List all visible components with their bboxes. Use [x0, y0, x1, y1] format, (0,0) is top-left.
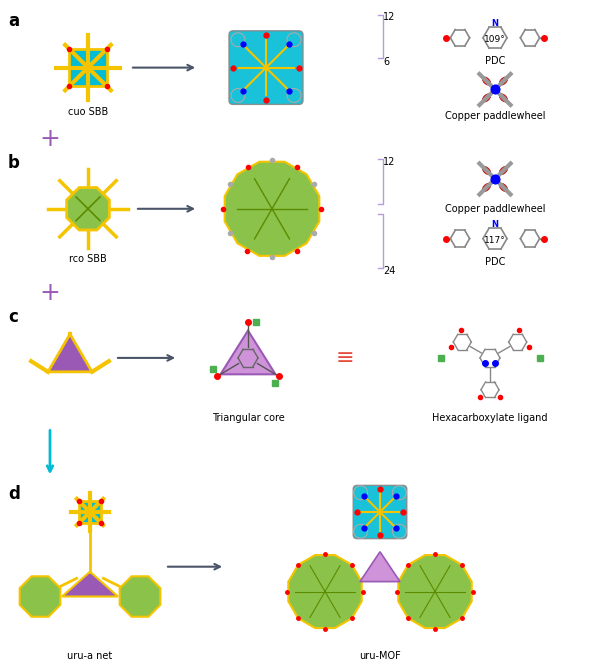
Ellipse shape [482, 166, 491, 174]
Text: d: d [8, 485, 20, 503]
Text: uru-a net: uru-a net [67, 651, 113, 661]
Ellipse shape [499, 77, 508, 85]
Polygon shape [288, 555, 362, 628]
Polygon shape [67, 188, 109, 230]
Text: N: N [491, 220, 499, 229]
Polygon shape [224, 162, 319, 256]
Text: +: + [40, 127, 61, 151]
Ellipse shape [482, 94, 491, 102]
Text: ≡: ≡ [335, 348, 355, 368]
Polygon shape [20, 576, 61, 617]
FancyBboxPatch shape [69, 48, 107, 86]
Text: 24: 24 [383, 267, 395, 276]
Text: 12: 12 [383, 12, 395, 22]
Text: PDC: PDC [485, 56, 505, 66]
Text: 12: 12 [383, 157, 395, 167]
FancyBboxPatch shape [353, 485, 407, 538]
Ellipse shape [482, 183, 491, 192]
Text: b: b [8, 154, 20, 172]
Ellipse shape [499, 166, 508, 174]
Ellipse shape [499, 183, 508, 192]
Text: Triangular core: Triangular core [212, 412, 284, 422]
Polygon shape [48, 334, 92, 372]
Text: N: N [491, 19, 499, 29]
Text: Hexacarboxylate ligand: Hexacarboxylate ligand [432, 412, 548, 422]
Text: 6: 6 [383, 56, 389, 67]
Text: uru-MOF: uru-MOF [359, 651, 401, 661]
Text: Copper paddlewheel: Copper paddlewheel [445, 111, 545, 121]
Polygon shape [360, 552, 400, 581]
Polygon shape [62, 572, 118, 597]
Text: PDC: PDC [485, 257, 505, 267]
Text: +: + [40, 281, 61, 305]
Text: 117°: 117° [484, 236, 506, 245]
Polygon shape [119, 576, 160, 617]
Text: c: c [8, 308, 18, 326]
Text: 109°: 109° [484, 35, 506, 44]
Text: Copper paddlewheel: Copper paddlewheel [445, 204, 545, 213]
Text: cuo SBB: cuo SBB [68, 107, 108, 117]
Polygon shape [221, 331, 275, 375]
Polygon shape [398, 555, 472, 628]
Ellipse shape [482, 77, 491, 85]
Ellipse shape [499, 94, 508, 102]
Text: a: a [8, 12, 19, 30]
FancyBboxPatch shape [229, 30, 303, 104]
Text: rco SBB: rco SBB [69, 253, 107, 263]
FancyBboxPatch shape [79, 501, 101, 523]
